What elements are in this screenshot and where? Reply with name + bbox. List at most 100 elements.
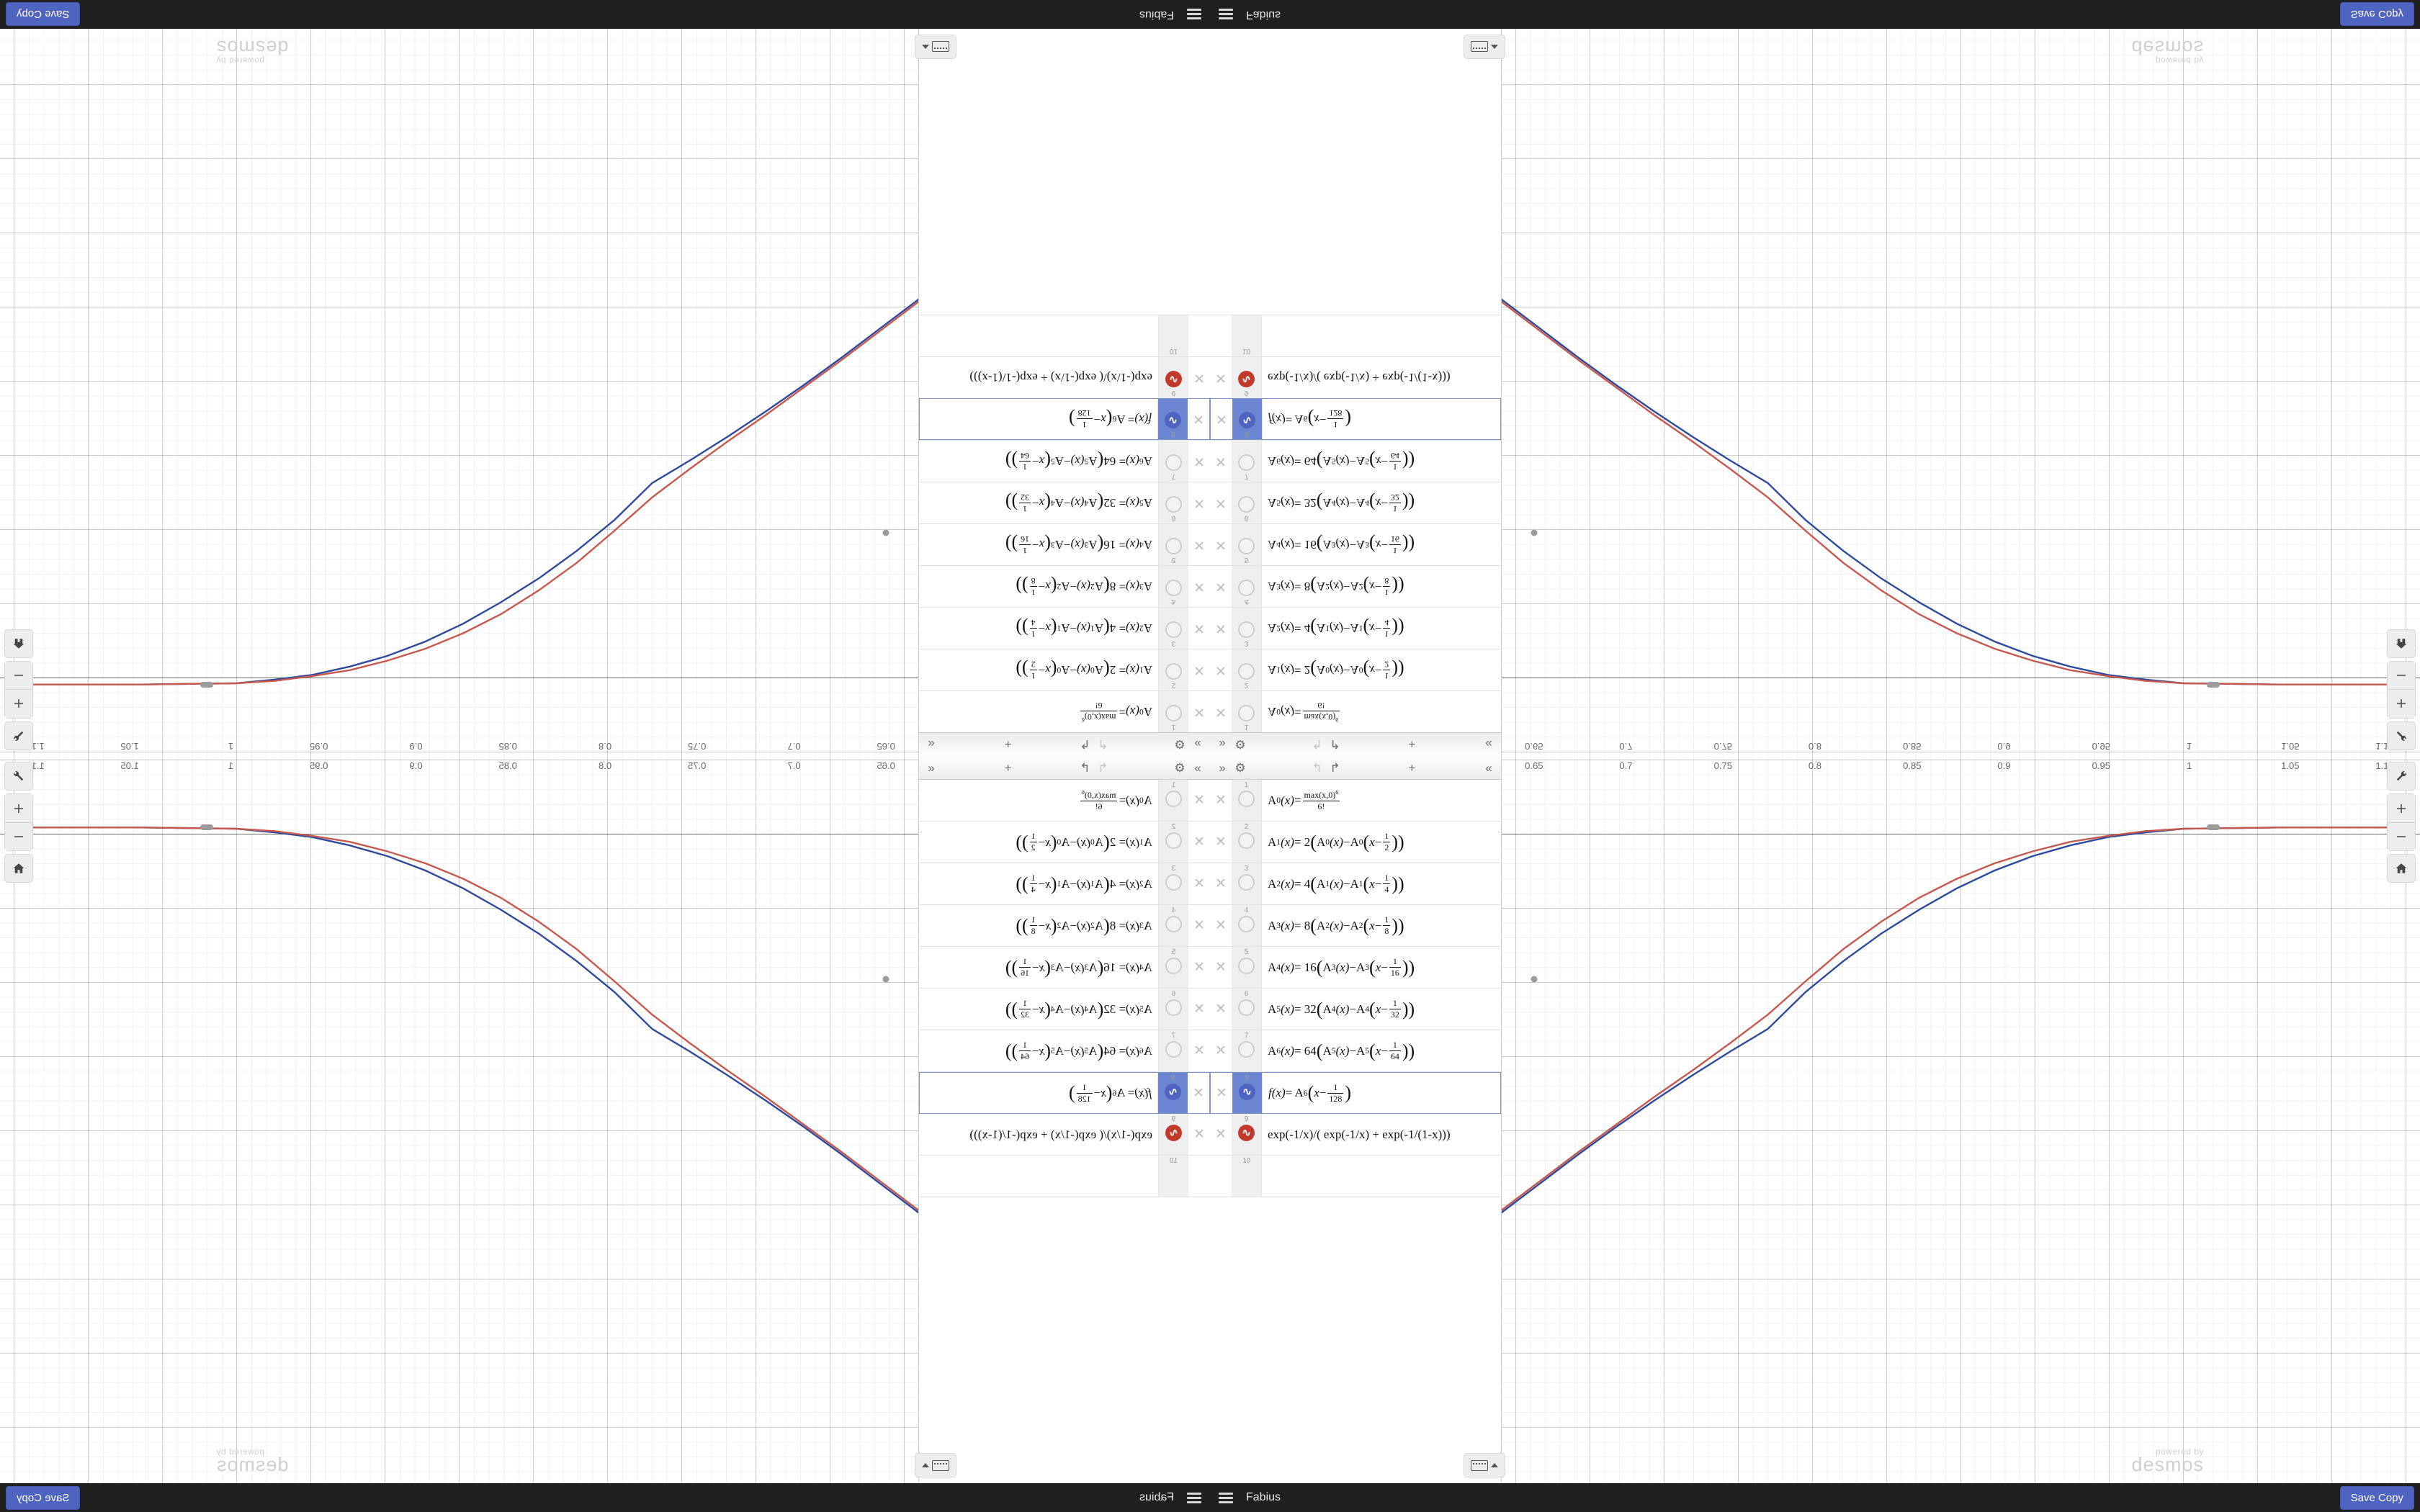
expression-index-and-color-toggle[interactable]: 4 bbox=[1232, 566, 1262, 607]
expression-math-field[interactable]: A 4 (x) = 16(A 3 (x) −A 3(x − 1 16)) bbox=[1268, 534, 1415, 556]
expand-chevrons-icon[interactable]: » bbox=[1219, 737, 1226, 752]
document-title-bar[interactable]: Fabius Save Copy bbox=[1210, 1483, 2420, 1512]
add-expression-icon[interactable]: + bbox=[1004, 737, 1012, 752]
expression-math-field[interactable]: A 2 (x) = 4(A 1 (x) −A 1(x − 1 4)) bbox=[1268, 873, 1404, 894]
close-x-icon[interactable]: ✕ bbox=[1193, 411, 1204, 427]
expression-index-and-color-toggle[interactable]: 7 bbox=[1232, 441, 1262, 482]
expression-math-field[interactable]: A 3 (x) = 8(A 2 (x) −A 2(x − 1 8)) bbox=[1016, 914, 1152, 936]
curve-visibility-toggle-off[interactable] bbox=[1238, 916, 1255, 932]
expression-math-field[interactable]: A 2 (x) = 4(A 1 (x) −A 1(x − 1 4)) bbox=[1016, 618, 1152, 639]
draggable-point[interactable] bbox=[200, 824, 214, 831]
expression-math-field[interactable]: f (x) = A 6(x − 1 128) bbox=[1268, 408, 1352, 431]
expression-math-field[interactable]: f (x) = A 6(x − 1 128) bbox=[1068, 1081, 1152, 1104]
zoom-in-icon[interactable] bbox=[2387, 690, 2416, 719]
expression-math-field[interactable]: A 6 (x) = 64(A 5 (x) −A 5(x − 1 64)) bbox=[1268, 451, 1415, 472]
expression-row[interactable]: ✕ 7 A 6 (x) = 64(A 5 (x) −A 5(x − 1 64)) bbox=[919, 440, 1210, 482]
expression-math-field[interactable]: A 6 (x) = 64(A 5 (x) −A 5(x − 1 64)) bbox=[1005, 451, 1152, 472]
expression-math-field[interactable] bbox=[1262, 315, 1501, 356]
expression-math-field[interactable]: A 6 (x) = 64(A 5 (x) −A 5(x − 1 64)) bbox=[1268, 1040, 1415, 1061]
curve-visibility-toggle-off[interactable] bbox=[1238, 791, 1255, 807]
expression-index-and-color-toggle[interactable]: 7 bbox=[1158, 441, 1188, 482]
expression-math-field[interactable]: A 3 (x) = 8(A 2 (x) −A 2(x − 1 8)) bbox=[1268, 576, 1404, 598]
expression-index-and-color-toggle[interactable]: 9 ∿ bbox=[1158, 357, 1188, 398]
draggable-point[interactable] bbox=[1531, 529, 1538, 536]
expression-math-field[interactable]: f (x) = A 6(x − 1 128) bbox=[1068, 408, 1152, 431]
curve-visibility-toggle-off[interactable] bbox=[1238, 621, 1255, 638]
wrench-icon[interactable] bbox=[4, 721, 33, 750]
expression-index-and-color-toggle[interactable]: 3 bbox=[1232, 863, 1262, 904]
close-x-icon[interactable]: ✕ bbox=[1216, 411, 1227, 427]
expression-math-field[interactable]: A 0 (x) = max(x,0)6 6! bbox=[1080, 788, 1152, 811]
keyboard-toggle-button[interactable] bbox=[915, 35, 956, 59]
expression-math-field[interactable]: exp(-1/x)/( exp(-1/x) + exp(-1/(1-x))) bbox=[969, 371, 1152, 385]
curve-visibility-toggle-off[interactable] bbox=[1165, 663, 1182, 680]
zoom-out-icon[interactable] bbox=[4, 822, 33, 851]
add-expression-icon[interactable]: + bbox=[1408, 737, 1416, 752]
expression-row[interactable]: 10 bbox=[1210, 1156, 1501, 1197]
expression-math-field[interactable]: A 3 (x) = 8(A 2 (x) −A 2(x − 1 8)) bbox=[1268, 914, 1404, 936]
expression-index-and-color-toggle[interactable]: 10 bbox=[1158, 315, 1188, 356]
zoom-out-icon[interactable] bbox=[2387, 661, 2416, 690]
expression-row[interactable]: ✕ 8 ∿ f (x) = A 6(x − 1 128) bbox=[1210, 398, 1501, 440]
gear-icon[interactable]: ⚙ bbox=[1174, 737, 1186, 752]
close-x-icon[interactable]: ✕ bbox=[1215, 537, 1227, 552]
expression-index-and-color-toggle[interactable]: 10 bbox=[1232, 1156, 1262, 1197]
collapse-chevrons-icon[interactable]: « bbox=[928, 760, 935, 775]
curve-visibility-toggle-off[interactable] bbox=[1165, 916, 1182, 932]
zoom-out-icon[interactable] bbox=[2387, 822, 2416, 851]
undo-icon[interactable]: ↰ bbox=[1312, 737, 1322, 752]
expression-row[interactable]: ✕ 5 A 4 (x) = 16(A 3 (x) −A 3(x − 1 16)) bbox=[1210, 947, 1501, 989]
expression-math-field[interactable] bbox=[1262, 1156, 1501, 1197]
curve-visibility-toggle-off[interactable] bbox=[1165, 580, 1182, 596]
expression-math-field[interactable]: A 3 (x) = 8(A 2 (x) −A 2(x − 1 8)) bbox=[1016, 576, 1152, 598]
expression-index-and-color-toggle[interactable]: 3 bbox=[1158, 863, 1188, 904]
collapse-chevrons-icon[interactable]: « bbox=[928, 737, 935, 752]
expression-row[interactable]: ✕ 1 A 0 (x) = max(x,0)6 6! bbox=[919, 690, 1210, 732]
close-x-icon[interactable]: ✕ bbox=[1193, 1043, 1205, 1058]
expression-index-and-color-toggle[interactable]: 6 bbox=[1158, 482, 1188, 523]
save-copy-button[interactable]: Save Copy bbox=[6, 2, 81, 27]
expression-row[interactable]: ✕ 9 ∿ exp(-1/x)/( exp(-1/x) + exp(-1/(1-x))… bbox=[919, 1114, 1210, 1156]
close-x-icon[interactable]: ✕ bbox=[1193, 662, 1205, 678]
curve-visibility-toggle-off[interactable] bbox=[1165, 538, 1182, 554]
draggable-point[interactable] bbox=[1531, 976, 1538, 983]
expression-row[interactable]: ✕ 6 A 5 (x) = 32(A 4 (x) −A 4(x − 1 32)) bbox=[1210, 482, 1501, 523]
expression-row[interactable]: ✕ 8 ∿ f (x) = A 6(x − 1 128) bbox=[919, 398, 1210, 440]
expression-index-and-color-toggle[interactable]: 2 bbox=[1158, 822, 1188, 863]
expression-math-field[interactable]: A 1 (x) = 2(A 0 (x) −A 0(x − 1 2)) bbox=[1268, 660, 1404, 681]
collapse-chevrons-icon[interactable]: « bbox=[1485, 760, 1492, 775]
redo-icon[interactable]: ↱ bbox=[1330, 737, 1340, 752]
expression-index-and-color-toggle[interactable]: 1 bbox=[1232, 691, 1262, 732]
close-x-icon[interactable]: ✕ bbox=[1193, 704, 1205, 719]
expression-index-and-color-toggle[interactable]: 7 bbox=[1232, 1030, 1262, 1071]
curve-visibility-toggle-on[interactable]: ∿ bbox=[1238, 371, 1255, 387]
curve-visibility-toggle-off[interactable] bbox=[1238, 874, 1255, 891]
curve-visibility-toggle-on[interactable]: ∿ bbox=[1165, 1084, 1181, 1100]
expression-row[interactable]: ✕ 8 ∿ f (x) = A 6(x − 1 128) bbox=[1210, 1072, 1501, 1114]
undo-icon[interactable]: ↰ bbox=[1098, 760, 1108, 775]
close-x-icon[interactable] bbox=[1210, 315, 1232, 356]
curve-visibility-toggle-off[interactable] bbox=[1165, 874, 1182, 891]
redo-icon[interactable]: ↱ bbox=[1080, 737, 1090, 752]
expression-index-and-color-toggle[interactable]: 1 bbox=[1232, 780, 1262, 821]
expression-math-field[interactable]: A 5 (x) = 32(A 4 (x) −A 4(x − 1 32)) bbox=[1005, 998, 1152, 1020]
expression-row[interactable]: 10 bbox=[919, 315, 1210, 356]
close-x-icon[interactable]: ✕ bbox=[1193, 495, 1205, 510]
expression-math-field[interactable]: A 1 (x) = 2(A 0 (x) −A 0(x − 1 2)) bbox=[1016, 831, 1152, 852]
curve-visibility-toggle-off[interactable] bbox=[1238, 538, 1255, 554]
expression-row[interactable]: ✕ 6 A 5 (x) = 32(A 4 (x) −A 4(x − 1 32)) bbox=[1210, 989, 1501, 1030]
expression-row[interactable]: ✕ 2 A 1 (x) = 2(A 0 (x) −A 0(x − 1 2)) bbox=[1210, 822, 1501, 863]
curve-visibility-toggle-off[interactable] bbox=[1238, 580, 1255, 596]
expression-index-and-color-toggle[interactable]: 5 bbox=[1232, 524, 1262, 565]
expression-math-field[interactable]: A 6 (x) = 64(A 5 (x) −A 5(x − 1 64)) bbox=[1005, 1040, 1152, 1061]
curve-visibility-toggle-off[interactable] bbox=[1165, 705, 1182, 721]
document-title-bar[interactable]: Fabius Save Copy bbox=[1210, 0, 2420, 29]
expression-math-field[interactable]: f (x) = A 6(x − 1 128) bbox=[1268, 1081, 1352, 1104]
expression-list[interactable]: ✕ 1 A 0 (x) = max(x,0)6 6! ✕ 2 A 1 (x) = 2(A 0 (x) −A… bbox=[919, 780, 1210, 1483]
expression-list[interactable]: ✕ 1 A 0 (x) = max(x,0)6 6! ✕ 2 A 1 (x) = 2(A 0 (x) −A… bbox=[1210, 780, 1501, 1483]
add-expression-icon[interactable]: + bbox=[1004, 760, 1012, 775]
expression-row[interactable]: ✕ 6 A 5 (x) = 32(A 4 (x) −A 4(x − 1 32)) bbox=[919, 989, 1210, 1030]
expression-math-field[interactable]: A 5 (x) = 32(A 4 (x) −A 4(x − 1 32)) bbox=[1268, 998, 1415, 1020]
curve-visibility-toggle-off[interactable] bbox=[1238, 705, 1255, 721]
gear-icon[interactable]: ⚙ bbox=[1174, 760, 1186, 775]
